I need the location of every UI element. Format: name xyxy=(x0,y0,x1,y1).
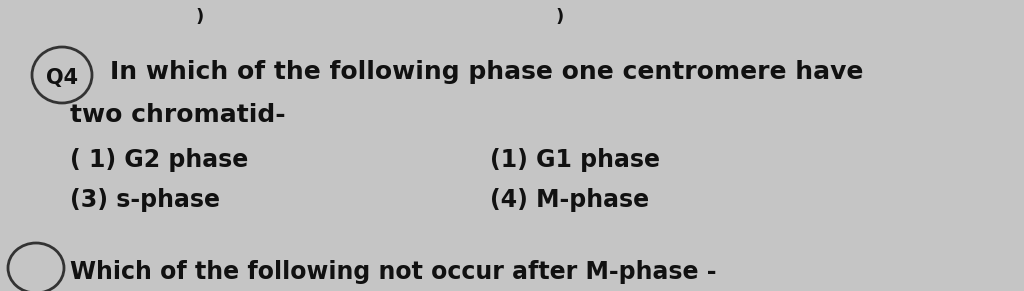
Text: ): ) xyxy=(196,8,204,26)
Text: In which of the following phase one centromere have: In which of the following phase one cent… xyxy=(110,60,863,84)
Text: two chromatid-: two chromatid- xyxy=(70,103,286,127)
Text: Which of the following not occur after M-phase -: Which of the following not occur after M… xyxy=(70,260,717,284)
Text: (4) M-phase: (4) M-phase xyxy=(490,188,649,212)
Text: ): ) xyxy=(556,8,564,26)
Text: (3) s-phase: (3) s-phase xyxy=(70,188,220,212)
Text: (1) G1 phase: (1) G1 phase xyxy=(490,148,660,172)
Text: ( 1) G2 phase: ( 1) G2 phase xyxy=(70,148,248,172)
Text: Q4: Q4 xyxy=(46,68,78,88)
